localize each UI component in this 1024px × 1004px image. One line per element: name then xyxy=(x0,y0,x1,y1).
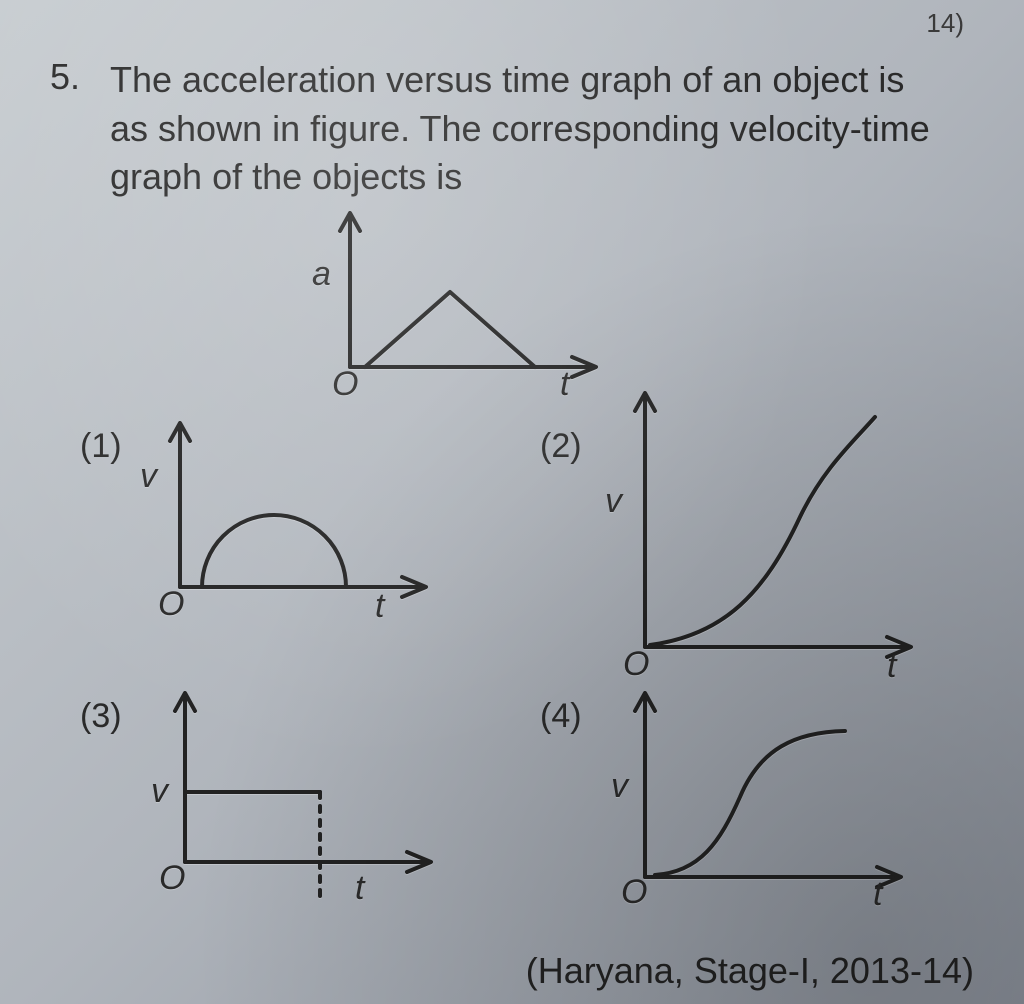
question-line-1: The acceleration versus time graph of an… xyxy=(110,56,930,105)
option-4-x-label: t xyxy=(873,875,882,914)
option-1-label: (1) xyxy=(80,427,122,466)
option-3-label: (3) xyxy=(80,697,122,736)
main-graph-origin: O xyxy=(332,365,358,404)
option-2-y-label: v xyxy=(605,482,622,521)
main-graph-svg xyxy=(310,207,610,387)
option-3-origin: O xyxy=(159,859,185,898)
option-1-y-label: v xyxy=(140,457,157,496)
main-graph-x-label: t xyxy=(560,365,569,404)
question-line-3: graph of the objects is xyxy=(110,153,930,202)
option-4-svg xyxy=(605,687,915,907)
option-4-y-label: v xyxy=(611,767,628,806)
option-1-x-label: t xyxy=(375,587,384,626)
figures-area: a O t (1) v O t (2) xyxy=(50,207,984,967)
option-2-svg xyxy=(605,387,925,677)
main-graph-y-label: a xyxy=(312,255,331,294)
option-3-x-label: t xyxy=(355,869,364,908)
option-1-graph: v O t xyxy=(140,417,440,607)
option-3-svg xyxy=(145,687,445,907)
question-line-2: as shown in figure. The corresponding ve… xyxy=(110,105,930,154)
option-3-graph: v O t xyxy=(145,687,445,907)
question-number: 5. xyxy=(50,56,92,98)
option-4-graph: v O t xyxy=(605,687,915,907)
option-3-y-label: v xyxy=(151,772,168,811)
question-row: 5. The acceleration versus time graph of… xyxy=(50,56,984,202)
option-4-origin: O xyxy=(621,873,647,912)
question-text: The acceleration versus time graph of an… xyxy=(110,56,930,202)
main-graph: a O t xyxy=(310,207,610,387)
option-2-graph: v O t xyxy=(605,387,925,677)
source-citation: (Haryana, Stage-I, 2013-14) xyxy=(526,950,974,992)
option-2-x-label: t xyxy=(887,647,896,686)
option-1-svg xyxy=(140,417,440,607)
page: 14) 5. The acceleration versus time grap… xyxy=(0,0,1024,1004)
top-line-fragment: 14) xyxy=(926,8,964,39)
option-1-origin: O xyxy=(158,585,184,624)
option-2-origin: O xyxy=(623,645,649,684)
option-4-label: (4) xyxy=(540,697,582,736)
option-2-label: (2) xyxy=(540,427,582,466)
